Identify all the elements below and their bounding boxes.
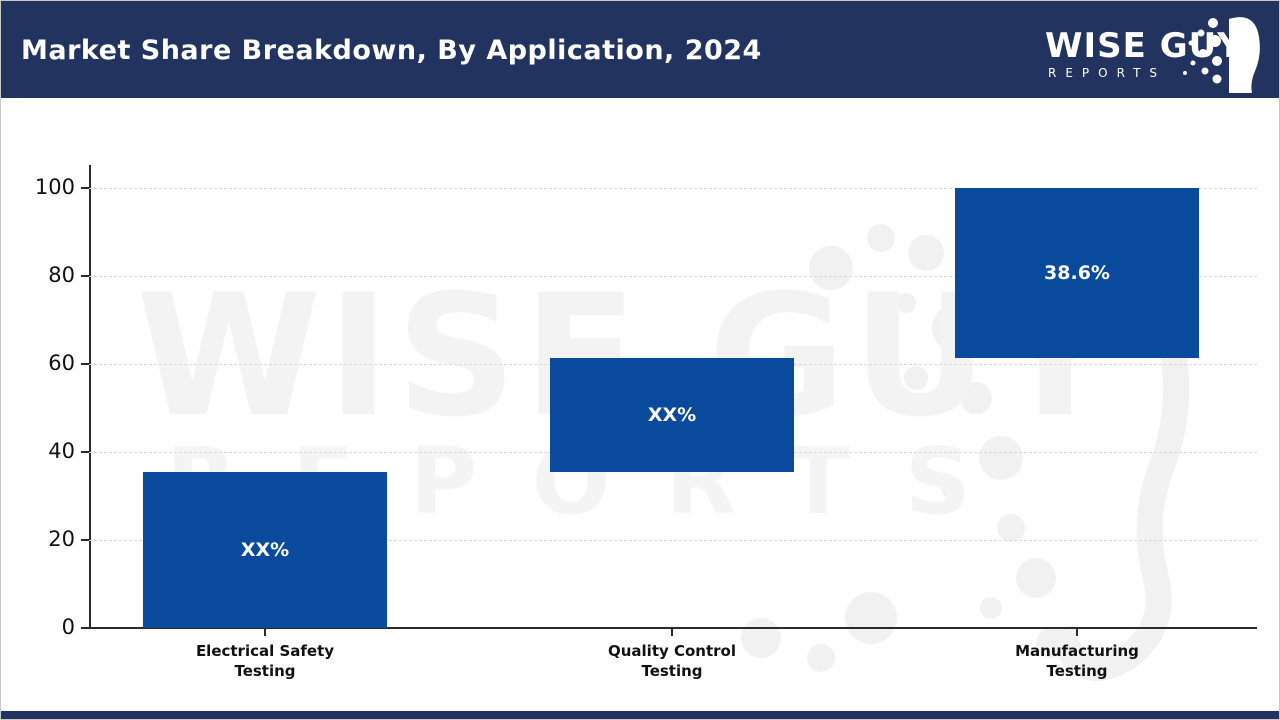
y-tick-label: 100	[34, 175, 75, 199]
x-category-label: Electrical Safety Testing	[195, 642, 335, 680]
bar-value-label: XX%	[240, 538, 290, 561]
y-tick-label: 40	[48, 439, 75, 463]
bar-value-label: XX%	[647, 403, 697, 426]
logo-text: WISE GUY REPORTS	[1045, 29, 1243, 80]
x-tick-mark	[264, 629, 266, 636]
bar-2	[550, 357, 794, 472]
gridline-y80	[89, 276, 1257, 277]
x-category-label: Quality Control Testing	[607, 642, 736, 680]
y-tick-label: 20	[48, 527, 75, 551]
gridline-y20	[89, 540, 1257, 541]
y-axis-spine	[89, 165, 91, 629]
y-tick-mark	[81, 539, 89, 541]
y-tick-label: 60	[48, 351, 75, 375]
header-banner: Market Share Breakdown, By Application, …	[1, 1, 1279, 98]
y-tick-mark	[81, 451, 89, 453]
x-category-label: Manufacturing Testing	[1015, 642, 1139, 680]
logo-wiseguy-text: WISE GUY	[1045, 26, 1243, 66]
y-tick-label: 0	[61, 615, 75, 639]
x-tick-mark	[1076, 629, 1078, 636]
bar-3	[955, 188, 1199, 358]
x-axis-baseline	[89, 627, 1257, 629]
page-title: Market Share Breakdown, By Application, …	[21, 35, 762, 66]
y-tick-mark	[81, 627, 89, 629]
logo-face-dots-icon	[1183, 17, 1260, 93]
wise-guy-reports-logo: WISE GUY REPORTS	[1017, 7, 1267, 93]
y-tick-mark	[81, 275, 89, 277]
x-tick-mark	[671, 629, 673, 636]
y-tick-mark	[81, 363, 89, 365]
bar-value-label: 38.6%	[1044, 261, 1110, 284]
y-tick-mark	[81, 187, 89, 189]
bar-1	[143, 471, 387, 628]
y-tick-label: 80	[48, 263, 75, 287]
gridline-y100	[89, 188, 1257, 189]
footer-strip	[1, 711, 1279, 719]
logo-reports-text: REPORTS	[1048, 66, 1167, 80]
